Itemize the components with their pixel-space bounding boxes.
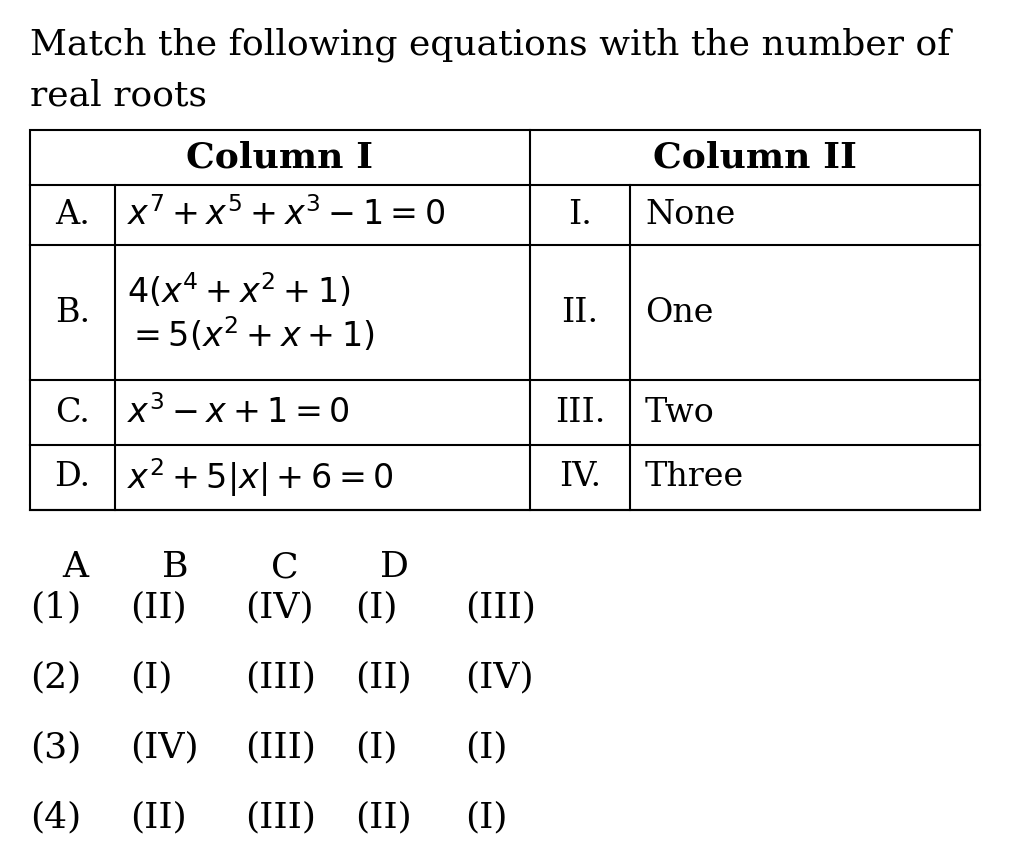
Text: C.: C.: [55, 397, 90, 429]
Text: (IV): (IV): [130, 730, 199, 764]
Text: Column II: Column II: [653, 141, 857, 175]
Text: (I): (I): [465, 730, 508, 764]
Text: Match the following equations with the number of: Match the following equations with the n…: [30, 28, 950, 62]
Text: (I): (I): [130, 660, 172, 694]
Text: Column I: Column I: [186, 141, 374, 175]
Text: $x^3 - x + 1 = 0$: $x^3 - x + 1 = 0$: [127, 395, 350, 430]
Text: Three: Three: [645, 461, 744, 493]
Text: $4(x^4 + x^2 + 1)$: $4(x^4 + x^2 + 1)$: [127, 271, 351, 310]
Text: B.: B.: [55, 296, 90, 328]
Text: real roots: real roots: [30, 78, 207, 112]
Text: One: One: [645, 296, 714, 328]
Text: II.: II.: [561, 296, 599, 328]
Text: (3): (3): [30, 730, 81, 764]
Text: $x^7 + x^5 + x^3 - 1 = 0$: $x^7 + x^5 + x^3 - 1 = 0$: [127, 198, 445, 232]
Text: A: A: [62, 550, 88, 584]
Text: (1): (1): [30, 590, 81, 624]
Text: (II): (II): [355, 800, 412, 834]
Text: I.: I.: [568, 199, 592, 231]
Text: None: None: [645, 199, 735, 231]
Text: (II): (II): [130, 590, 186, 624]
Bar: [30, 130, 980, 510]
Text: $= 5(x^2 + x + 1)$: $= 5(x^2 + x + 1)$: [127, 315, 375, 354]
Text: (I): (I): [465, 800, 508, 834]
Text: (III): (III): [465, 590, 536, 624]
Text: (III): (III): [245, 800, 316, 834]
Text: (III): (III): [245, 660, 316, 694]
Text: (IV): (IV): [465, 660, 534, 694]
Text: A.: A.: [55, 199, 90, 231]
Text: (2): (2): [30, 660, 81, 694]
Text: (IV): (IV): [245, 590, 313, 624]
Text: (II): (II): [355, 660, 412, 694]
Text: Two: Two: [645, 397, 715, 429]
Text: $x^2 + 5|x| + 6 = 0$: $x^2 + 5|x| + 6 = 0$: [127, 456, 393, 499]
Text: IV.: IV.: [559, 461, 601, 493]
Text: B: B: [162, 550, 188, 584]
Text: (I): (I): [355, 590, 397, 624]
Text: D.: D.: [54, 461, 90, 493]
Text: (4): (4): [30, 800, 81, 834]
Text: (III): (III): [245, 730, 316, 764]
Text: (I): (I): [355, 730, 397, 764]
Text: (II): (II): [130, 800, 186, 834]
Text: III.: III.: [555, 397, 605, 429]
Text: D: D: [381, 550, 410, 584]
Text: C: C: [271, 550, 299, 584]
